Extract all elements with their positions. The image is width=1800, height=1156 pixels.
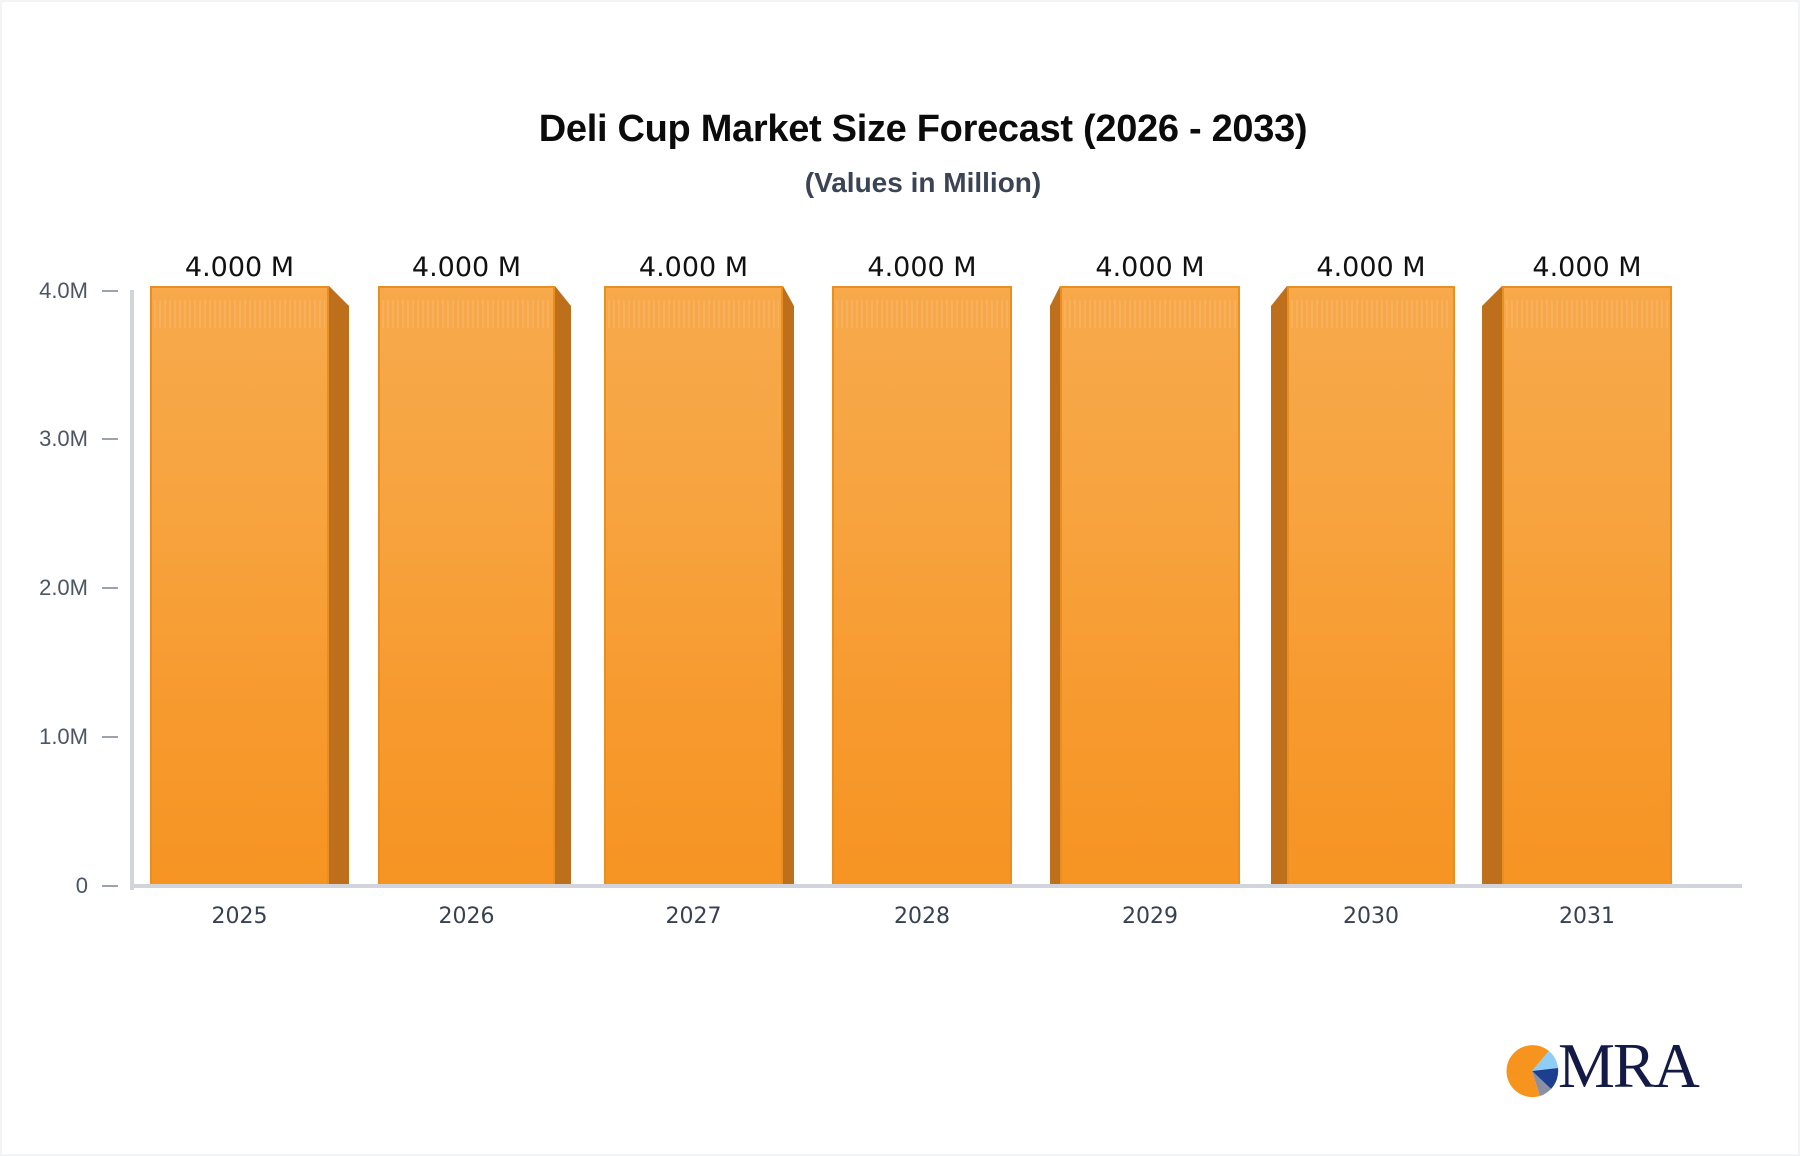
y-tick-label: 2.0M [39,575,88,600]
bar-value-label: 4.000 M [867,252,977,283]
x-tick-label: 2027 [665,904,722,929]
bar-2031[interactable] [1502,286,1672,886]
bar-side-face [1271,286,1287,886]
y-tick-mark [102,587,118,589]
bar-value-label: 4.000 M [1316,252,1426,283]
bar-value-label: 4.000 M [184,252,295,283]
bar-2030[interactable] [1287,286,1455,886]
x-tick-label: 2025 [211,904,268,929]
y-tick-mark [102,736,118,738]
bar-side-face [1050,286,1060,886]
x-axis-line [130,884,1742,888]
x-tick-label: 2026 [438,904,495,929]
pie-logo-icon [1506,1045,1559,1098]
bar-side-face [329,286,349,886]
bar-2028[interactable] [832,286,1012,886]
bar-side-face [1482,286,1502,886]
chart-title: Deli Cup Market Size Forecast (2026 - 20… [538,108,1308,150]
y-tick-label: 0 [75,873,88,898]
bar-2029[interactable] [1060,286,1240,886]
bar-value-label: 4.000 M [411,252,522,283]
bar-side-face [783,286,794,886]
x-tick-label: 2031 [1559,904,1615,929]
y-tick-label: 3.0M [39,426,88,451]
bar-2025[interactable] [150,286,329,886]
y-tick-mark [102,438,118,440]
bar-value-label: 4.000 M [1532,252,1642,283]
bar-side-face [555,286,571,886]
x-tick-label: 2029 [1122,904,1178,929]
bar-value-label: 4.000 M [638,252,749,283]
x-tick-label: 2028 [894,904,950,929]
y-tick-mark [102,885,118,887]
bar-value-label: 4.000 M [1095,252,1205,283]
chart-subtitle: (Values in Million) [804,167,1042,198]
x-tick-label: 2030 [1343,904,1399,929]
logo-text: MRA [1558,1030,1700,1101]
y-tick-label: 4.0M [39,278,88,303]
bar-2026[interactable] [378,286,555,886]
y-tick-mark [102,290,118,292]
bar-2027[interactable] [604,286,783,886]
mra-logo: MRA [1505,1034,1705,1100]
y-axis-line [130,290,134,890]
y-tick-label: 1.0M [39,724,88,749]
